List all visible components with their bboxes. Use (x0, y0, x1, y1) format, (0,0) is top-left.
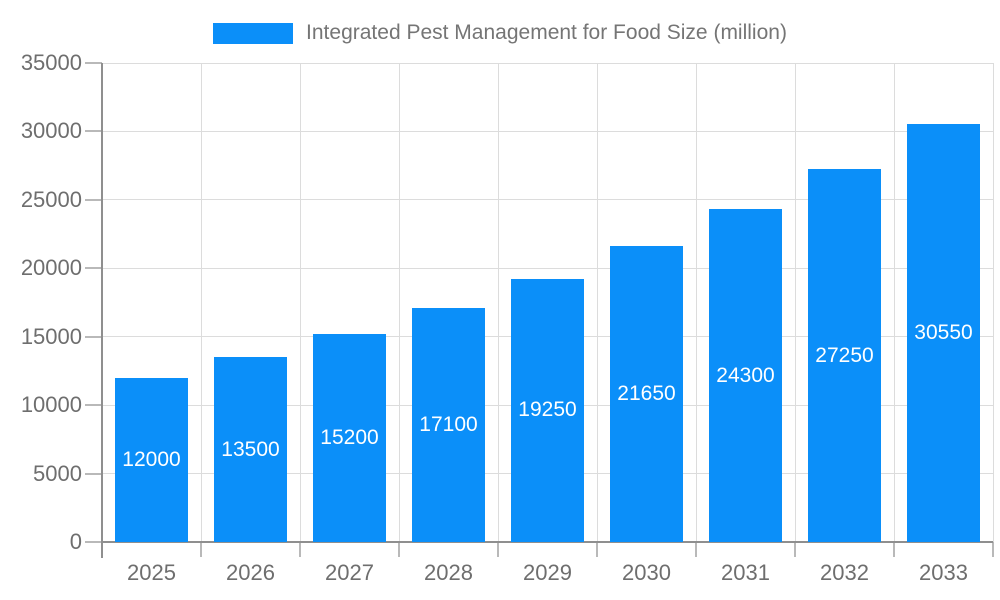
x-gridline (398, 63, 400, 542)
bar (808, 169, 881, 542)
y-tick (85, 541, 102, 543)
x-tick (992, 542, 994, 557)
x-gridline (200, 63, 202, 542)
y-tick-label: 10000 (20, 392, 82, 418)
x-tick-label: 2029 (523, 560, 572, 585)
bar-value-label: 13500 (221, 437, 280, 461)
x-gridline (497, 63, 499, 542)
y-tick (85, 198, 102, 201)
x-tick (893, 542, 895, 557)
bar (412, 307, 485, 542)
x-gridline (299, 63, 301, 542)
bar-value-label: 17100 (419, 412, 478, 436)
y-tick-label: 15000 (20, 323, 82, 349)
x-tick-label: 2026 (226, 560, 275, 585)
y-gridline (102, 267, 993, 269)
y-tick (85, 267, 102, 270)
x-tick-label: 2033 (919, 560, 968, 585)
x-gridline (695, 63, 697, 542)
bar (214, 357, 287, 542)
bar (313, 333, 386, 542)
x-tick-label: 2032 (820, 560, 869, 585)
y-tick-label: 20000 (20, 255, 82, 281)
bar-value-label: 27250 (815, 343, 874, 367)
y-tick-label: 0 (69, 529, 82, 554)
x-axis-line (102, 541, 993, 543)
legend: Integrated Pest Management for Food Size… (0, 20, 1000, 46)
x-tick (695, 542, 697, 557)
y-gridline (102, 62, 993, 64)
x-tick (497, 542, 499, 557)
x-tick (596, 542, 598, 557)
x-tick (200, 542, 202, 557)
legend-label: Integrated Pest Management for Food Size… (306, 21, 787, 44)
y-tick (85, 472, 102, 475)
y-tick-label: 35000 (20, 50, 82, 75)
x-tick-label: 2031 (721, 560, 770, 585)
x-gridline (794, 63, 796, 542)
bar (115, 377, 188, 542)
bar (511, 278, 584, 542)
y-tick-label: 25000 (20, 186, 82, 212)
bar-value-label: 30550 (914, 320, 973, 344)
legend-item[interactable]: Integrated Pest Management for Food Size… (213, 21, 787, 45)
bar-value-label: 12000 (122, 447, 181, 471)
y-tick (85, 62, 102, 64)
x-gridline (596, 63, 598, 542)
y-tick (85, 130, 102, 133)
x-tick-label: 2025 (127, 560, 176, 585)
x-tick (299, 542, 301, 557)
bar-value-label: 19250 (518, 398, 577, 422)
x-tick (398, 542, 400, 557)
y-gridline (102, 130, 993, 132)
bar (907, 123, 980, 542)
y-tick-label: 5000 (33, 460, 82, 486)
bar-value-label: 15200 (320, 425, 379, 449)
x-gridline (893, 63, 895, 542)
x-tick-label: 2030 (622, 560, 671, 585)
legend-swatch-icon (213, 22, 294, 44)
y-tick (85, 335, 102, 338)
x-tick (794, 542, 796, 557)
bar-value-label: 24300 (716, 363, 775, 387)
y-tick (85, 404, 102, 407)
bar (709, 209, 782, 542)
x-tick-label: 2027 (325, 560, 374, 585)
y-axis-line (101, 63, 103, 558)
bar (610, 245, 683, 542)
bar-value-label: 21650 (617, 381, 676, 405)
y-tick-label: 30000 (20, 118, 82, 144)
x-tick-label: 2028 (424, 560, 473, 585)
y-gridline (102, 199, 993, 201)
plot-area: 0 5000 10000 15000 20000 25000 30000 35000 12000… (21, 50, 994, 585)
x-gridline (992, 63, 994, 542)
